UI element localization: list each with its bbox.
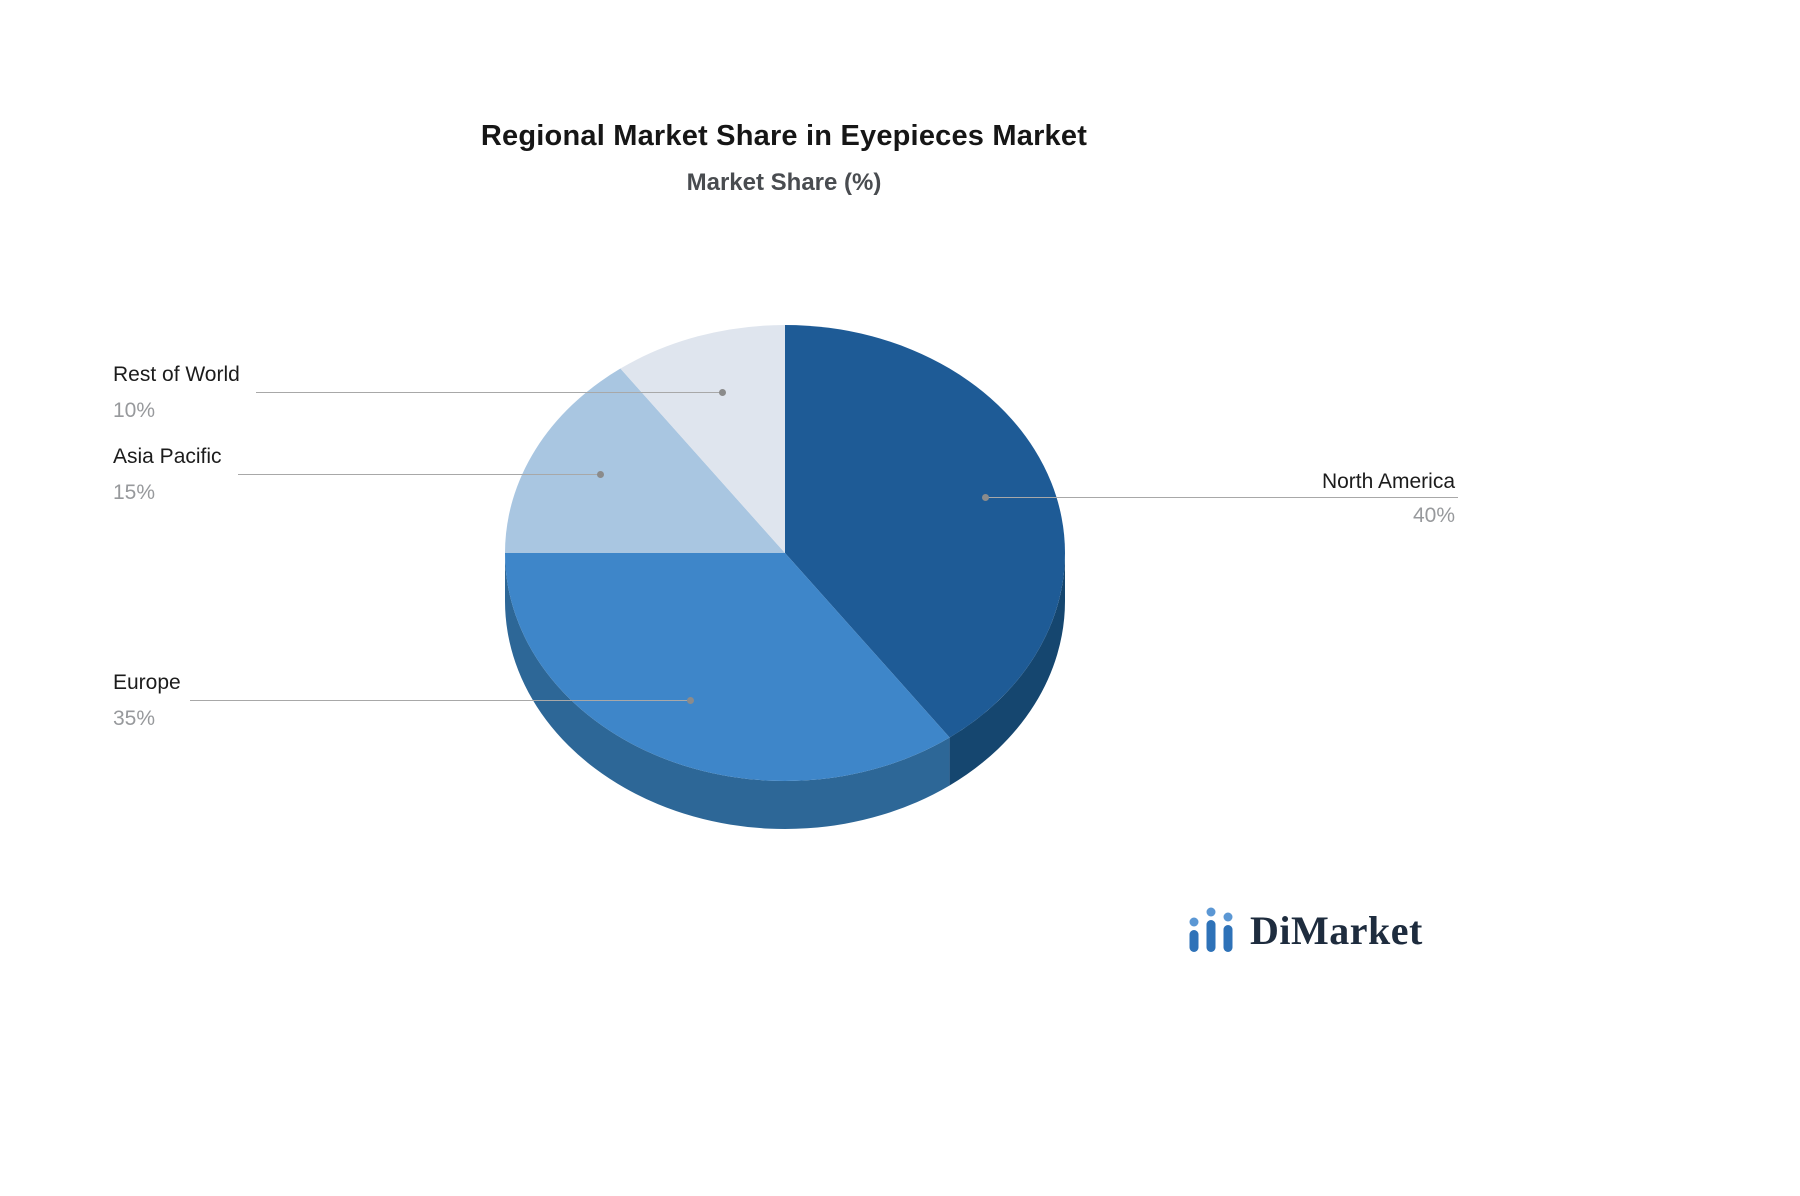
pie-slice-asia-pacific[interactable]: [505, 368, 785, 553]
leader-line-rest-of-world: [256, 392, 722, 393]
pie-slice-rest-of-world[interactable]: [620, 325, 785, 553]
slice-value-north-america: 40%: [1412, 504, 1455, 527]
leader-line-asia-pacific: [238, 474, 600, 475]
leader-dot-north-america: [982, 494, 989, 501]
slice-value-asia-pacific: 15%: [113, 481, 156, 504]
bar-chart-logo-icon: [1189, 907, 1233, 952]
slice-label-asia-pacific: Asia Pacific: [113, 445, 222, 468]
chart-subtitle: Market Share (%): [686, 169, 882, 196]
pie-slice-europe[interactable]: [505, 553, 950, 781]
chart-title: Regional Market Share in Eyepieces Marke…: [480, 120, 1088, 152]
slice-value-europe: 35%: [113, 707, 156, 730]
leader-line-north-america: [985, 497, 1458, 498]
brand-logo: DiMarket: [1186, 904, 1423, 956]
leader-dot-rest-of-world: [719, 389, 726, 396]
pie-slice-north-america[interactable]: [785, 325, 1065, 738]
slice-label-europe: Europe: [113, 671, 181, 694]
brand-name: DiMarket: [1250, 907, 1423, 953]
leader-line-europe: [190, 700, 690, 701]
slice-label-rest-of-world: Rest of World: [113, 363, 240, 386]
leader-dot-asia-pacific: [597, 471, 604, 478]
pie-slice-side-europe: [505, 553, 950, 829]
slice-value-rest-of-world: 10%: [113, 399, 156, 422]
slice-label-north-america: North America: [1321, 470, 1455, 493]
leader-dot-europe: [687, 697, 694, 704]
pie-slice-side-north-america: [949, 553, 1065, 786]
